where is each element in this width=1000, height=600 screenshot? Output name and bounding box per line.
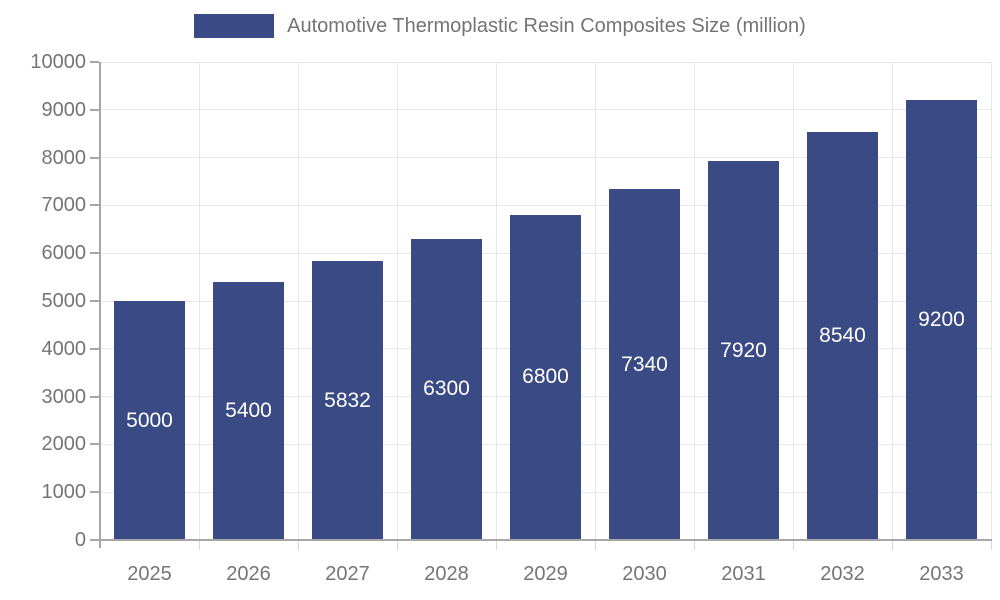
bar: 5832 xyxy=(312,261,383,540)
y-axis-tick xyxy=(90,252,99,255)
gridline-horizontal xyxy=(100,61,991,63)
bar: 5400 xyxy=(213,281,284,540)
x-axis-tick xyxy=(496,541,497,550)
bar-value-label: 5832 xyxy=(324,388,371,412)
bar-value-label: 6800 xyxy=(522,365,569,389)
y-axis-tick xyxy=(90,300,99,302)
y-axis-tick xyxy=(90,395,99,398)
y-axis-tick-label: 10000 xyxy=(30,51,86,73)
bar-value-label: 7340 xyxy=(621,352,668,376)
bar-value-label: 5000 xyxy=(126,408,173,432)
x-axis-tick xyxy=(595,541,596,550)
x-axis-tick-label: 2032 xyxy=(820,563,865,585)
y-axis-tick-label: 9000 xyxy=(41,98,87,121)
bar: 6800 xyxy=(510,214,581,540)
x-axis-tick xyxy=(694,541,695,550)
y-axis-tick-label: 5000 xyxy=(41,290,87,312)
y-axis-tick-label: 8000 xyxy=(41,146,87,169)
gridline-vertical xyxy=(495,62,497,540)
bar: 6300 xyxy=(411,238,482,540)
y-axis-tick-label: 7000 xyxy=(41,194,87,217)
y-axis-tick-label: 3000 xyxy=(41,385,87,408)
y-axis-tick-label: 0 xyxy=(74,529,86,551)
legend-label: Automotive Thermoplastic Resin Composite… xyxy=(287,14,806,37)
x-axis-tick xyxy=(199,541,200,550)
gridline-horizontal xyxy=(100,204,991,206)
bar-value-label: 9200 xyxy=(918,308,965,332)
bar: 7920 xyxy=(708,161,779,540)
bar-value-label: 7920 xyxy=(720,338,767,362)
y-axis-tick-label: 1000 xyxy=(41,481,87,504)
x-axis-tick-label: 2031 xyxy=(721,563,766,585)
y-axis-tick xyxy=(90,539,99,541)
y-axis-tick xyxy=(90,108,99,111)
x-axis-tick-label: 2028 xyxy=(424,563,469,585)
y-axis-tick-label: 4000 xyxy=(41,337,87,360)
x-axis-tick-label: 2025 xyxy=(127,563,172,585)
y-axis-tick xyxy=(90,204,99,207)
plot-area: 5000 5400 5832 6300 6800 7340 7920 8540 9200 xyxy=(100,61,992,540)
y-axis-line xyxy=(99,62,101,548)
x-axis-tick-label: 2030 xyxy=(622,563,667,585)
bar-value-label: 5400 xyxy=(225,398,272,422)
bar: 8540 xyxy=(807,131,878,540)
bar-value-label: 6300 xyxy=(423,377,470,401)
legend[interactable]: Automotive Thermoplastic Resin Composite… xyxy=(0,14,1000,38)
x-axis-tick xyxy=(793,541,794,550)
bar: 9200 xyxy=(906,100,977,540)
gridline-vertical xyxy=(990,62,992,540)
gridline-vertical xyxy=(891,62,893,540)
x-axis-tick xyxy=(991,541,992,550)
gridline-vertical xyxy=(594,62,596,540)
gridline-vertical xyxy=(792,62,794,540)
x-axis-tick-label: 2029 xyxy=(523,563,568,585)
bar: 7340 xyxy=(609,189,680,540)
y-axis-tick xyxy=(90,156,99,159)
x-axis-tick xyxy=(397,541,398,550)
x-axis-line xyxy=(99,539,992,541)
x-axis-tick xyxy=(298,541,299,550)
y-axis-tick-label: 6000 xyxy=(41,242,87,265)
bar: 5000 xyxy=(114,301,185,540)
bar-value-label: 8540 xyxy=(819,323,866,347)
y-axis-tick xyxy=(90,491,99,494)
gridline-vertical xyxy=(396,62,398,540)
y-axis-tick xyxy=(90,61,99,63)
gridline-vertical xyxy=(198,62,200,540)
x-axis-tick-label: 2027 xyxy=(325,563,370,585)
x-axis-tick-label: 2026 xyxy=(226,563,271,585)
y-axis-tick-label: 2000 xyxy=(41,433,87,456)
gridline-vertical xyxy=(693,62,695,540)
y-axis-tick xyxy=(90,347,99,350)
legend-swatch xyxy=(194,14,275,38)
x-axis-tick-label: 2033 xyxy=(919,563,964,585)
y-axis-tick xyxy=(90,443,99,446)
gridline-vertical xyxy=(297,62,299,540)
x-axis-tick xyxy=(892,541,893,550)
gridline-horizontal xyxy=(100,157,991,159)
gridline-horizontal xyxy=(100,109,991,111)
